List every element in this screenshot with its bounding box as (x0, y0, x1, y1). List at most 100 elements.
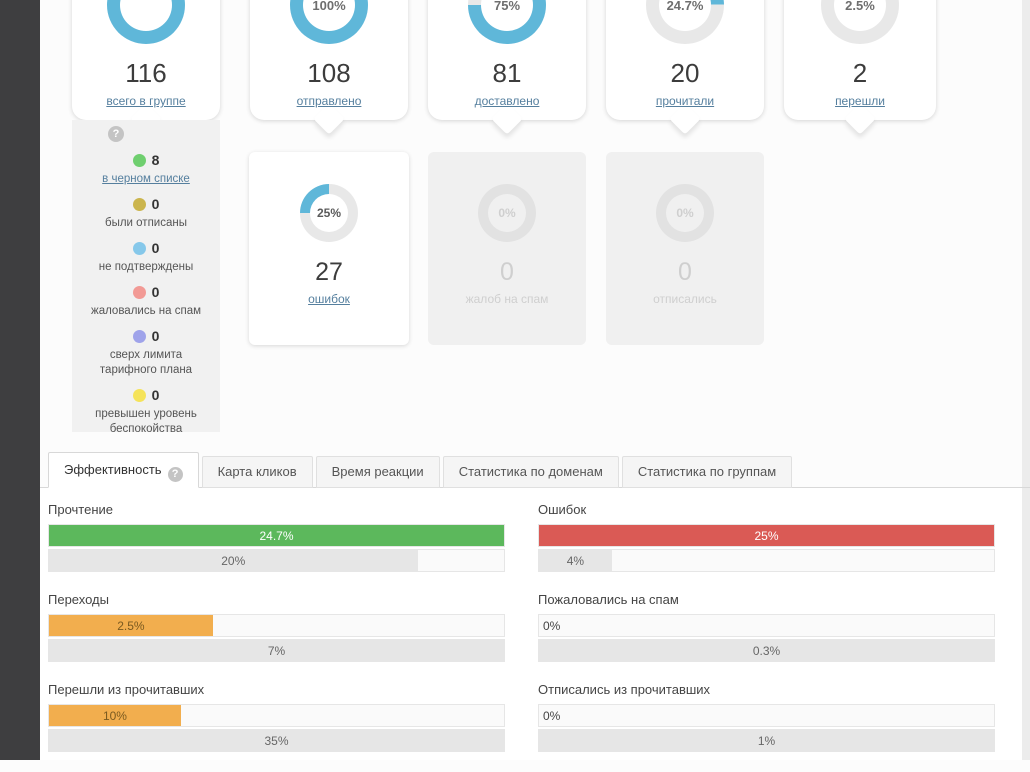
metric-avg-track: 0.3% (538, 639, 995, 662)
tab-click-map[interactable]: Карта кликов (201, 456, 313, 488)
card-sent: 100% 108 отправлено (250, 0, 408, 120)
legend-label: были отписаны (104, 216, 187, 229)
card-total-in-group: 116 всего в группе (72, 0, 220, 120)
stat-value-unsubscribed: 0 (678, 258, 692, 286)
metric-main-track: 25% (538, 524, 995, 547)
donut-percent: 2.5% (845, 0, 875, 13)
metric-avg-bar: 0.3% (539, 640, 994, 661)
tab-help-icon[interactable]: ? (167, 467, 183, 482)
donut-clicked: 2.5% (821, 0, 899, 44)
metric-click-rate: Переходы 2.5% 7% (48, 592, 505, 662)
card-clicked: 2.5% 2 перешли (784, 0, 936, 120)
donut-percent: 100% (312, 0, 346, 13)
metric-avg-track: 1% (538, 729, 995, 752)
metric-title: Пожаловались на спам (538, 592, 679, 607)
metric-avg-bar: 20% (49, 550, 418, 571)
donut-total (107, 0, 185, 44)
card-spam-complaints: 0% 0 жалоб на спам (428, 152, 586, 345)
legend-dot (132, 154, 146, 167)
link-delivered[interactable]: доставлено (474, 94, 540, 108)
left-dark-sidebar (0, 0, 40, 760)
link-sent[interactable]: отправлено (296, 94, 362, 108)
metric-spam-rate: Пожаловались на спам 0% 0.3% (538, 592, 995, 662)
legend-label: сверх лимита тарифного плана (99, 348, 193, 376)
metric-title: Отписались из прочитавших (538, 682, 711, 697)
metric-main-bar: 0% (543, 708, 561, 723)
legend-dot (132, 285, 146, 299)
metric-avg-bar: 35% (49, 730, 504, 751)
stat-value-sent: 108 (307, 58, 351, 88)
metric-avg-track: 35% (48, 729, 505, 752)
donut-spam-complaints: 0% (478, 184, 536, 242)
legend-label: превышен уровень беспокойства (95, 407, 197, 435)
stat-value-spam-complaints: 0 (500, 258, 514, 286)
legend-item-anxiety-level: 0 превышен уровень беспокойства (72, 387, 220, 437)
metric-avg-track: 7% (48, 639, 505, 662)
donut-sent: 100% (290, 0, 368, 44)
metric-main-track: 2.5% (48, 614, 505, 637)
donut-percent: 24.7% (666, 0, 704, 13)
donut-percent: 75% (493, 0, 521, 13)
metric-main-bar: 2.5% (49, 615, 213, 636)
legend-dot (132, 329, 146, 343)
metrics-left-column: Прочтение 24.7% 20% Переходы 2.5% 7% Пер… (48, 502, 505, 772)
metric-title: Ошибок (538, 502, 587, 517)
link-clicked[interactable]: перешли (835, 94, 885, 108)
stat-value-errors: 27 (315, 258, 343, 286)
link-read[interactable]: прочитали (655, 94, 715, 108)
tab-reaction-time[interactable]: Время реакции (315, 456, 440, 488)
metric-avg-track: 4% (538, 549, 995, 572)
metric-error-rate: Ошибок 25% 4% (538, 502, 995, 572)
legend-dot (132, 197, 146, 211)
legend-value: 0 (151, 195, 160, 212)
legend-link-blacklist[interactable]: в черном списке (102, 173, 190, 185)
donut-percent: 0% (676, 206, 694, 220)
card-read: 24.7% 20 прочитали (606, 0, 764, 120)
tab-group-stats[interactable]: Статистика по группам (621, 456, 793, 488)
legend-value: 0 (151, 386, 160, 403)
metric-main-bar: 25% (539, 525, 994, 546)
stat-value-total: 116 (125, 58, 167, 88)
legend-dot (132, 241, 146, 255)
tab-domain-stats[interactable]: Статистика по доменам (442, 456, 619, 488)
donut-read: 24.7% (646, 0, 724, 44)
metric-avg-bar: 1% (539, 730, 994, 751)
metric-avg-bar: 7% (49, 640, 504, 661)
metric-main-bar: 10% (49, 705, 181, 726)
metric-read-rate: Прочтение 24.7% 20% (48, 502, 505, 572)
metric-avg-bar: 4% (539, 550, 612, 571)
stat-value-delivered: 81 (492, 58, 522, 88)
metric-main-track: 0% (538, 704, 995, 727)
group-status-legend: ? 8 в черном списке 0 были отписаны 0 не… (72, 120, 220, 435)
help-icon[interactable]: ? (108, 126, 124, 142)
metric-click-to-open: Перешли из прочитавших 10% 35% (48, 682, 505, 752)
metric-title: Прочтение (48, 502, 113, 517)
metric-main-bar: 0% (543, 618, 561, 633)
legend-value: 0 (151, 327, 160, 344)
legend-value: 8 (151, 152, 160, 168)
label-spam-complaints: жалоб на спам (465, 292, 549, 306)
label-unsubscribed: отписались (653, 292, 717, 306)
legend-label: не подтверждены (98, 260, 194, 273)
link-errors[interactable]: ошибок (308, 292, 350, 306)
metric-title: Переходы (48, 592, 109, 607)
page-scrollbar[interactable] (1022, 0, 1030, 760)
legend-list: 8 в черном списке 0 были отписаны 0 не п… (72, 120, 220, 437)
tab-bar: Эффективность? Карта кликов Время реакци… (48, 452, 795, 488)
stat-value-read: 20 (670, 58, 700, 88)
metric-main-bar: 24.7% (49, 525, 504, 546)
legend-item-blacklist: 8 в черном списке (72, 152, 220, 187)
legend-value: 0 (151, 283, 160, 300)
card-errors: 25% 27 ошибок (249, 152, 409, 345)
metric-main-track: 24.7% (48, 524, 505, 547)
link-total-in-group[interactable]: всего в группе (106, 94, 186, 108)
card-unsubscribed: 0% 0 отписались (606, 152, 764, 345)
legend-item-unconfirmed: 0 не подтверждены (72, 240, 220, 275)
legend-item-over-limit: 0 сверх лимита тарифного плана (72, 328, 220, 378)
donut-delivered: 75% (468, 0, 546, 44)
donut-errors: 25% (300, 184, 358, 242)
stat-value-clicked: 2 (852, 58, 868, 88)
tab-effectiveness[interactable]: Эффективность? (48, 452, 199, 488)
metric-main-track: 0% (538, 614, 995, 637)
donut-unsubscribed: 0% (656, 184, 714, 242)
